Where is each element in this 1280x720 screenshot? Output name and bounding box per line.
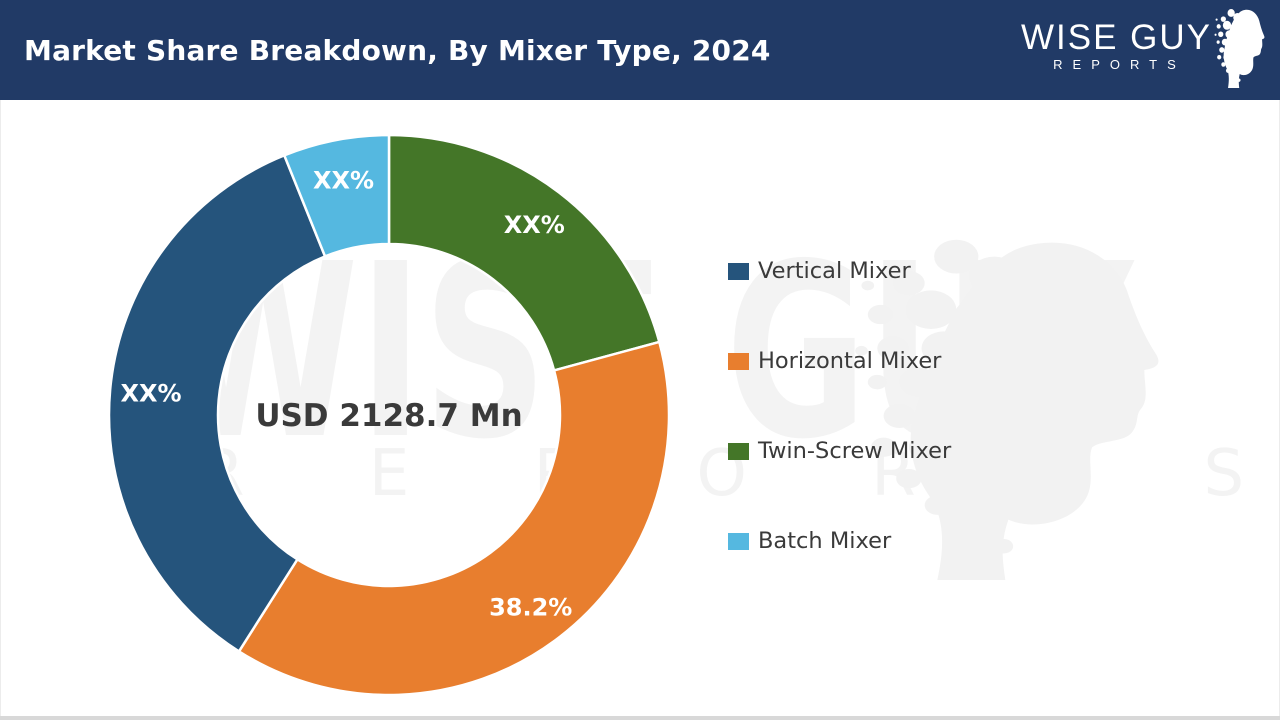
- segment-value-label: 38.2%: [489, 594, 572, 622]
- segment-value-label: XX%: [120, 379, 181, 407]
- donut-segment-batch-mixer: [283, 133, 391, 258]
- brand-subtitle: REPORTS: [1053, 57, 1186, 73]
- bottom-edge-line: [0, 716, 1280, 720]
- brand-name: WISE GUY: [1020, 17, 1212, 57]
- segment-value-label: XX%: [504, 211, 565, 239]
- donut-center-value: USD 2128.7 Mn: [255, 398, 522, 434]
- head-shape: [1214, 9, 1265, 88]
- donut-chart: XX% 38.2% XX% XX% USD 2128.7 Mn: [107, 133, 671, 697]
- donut-segment-horizontal-mixer: [237, 340, 671, 697]
- segment-value-label: XX%: [313, 166, 374, 194]
- brand-head-icon: [1214, 9, 1265, 88]
- page-title: Market Share Breakdown, By Mixer Type, 2…: [24, 33, 771, 67]
- left-edge-line: [0, 100, 1, 720]
- donut-segment-vertical-mixer: [107, 154, 327, 653]
- donut-segment-twin-screw-mixer: [387, 133, 661, 372]
- brand-logo-text: WISE GUY REPORTS: [1020, 17, 1212, 73]
- header-bar: Market Share Breakdown, By Mixer Type, 2…: [0, 0, 1280, 100]
- brand-logo: WISE GUY REPORTS: [1021, 4, 1266, 88]
